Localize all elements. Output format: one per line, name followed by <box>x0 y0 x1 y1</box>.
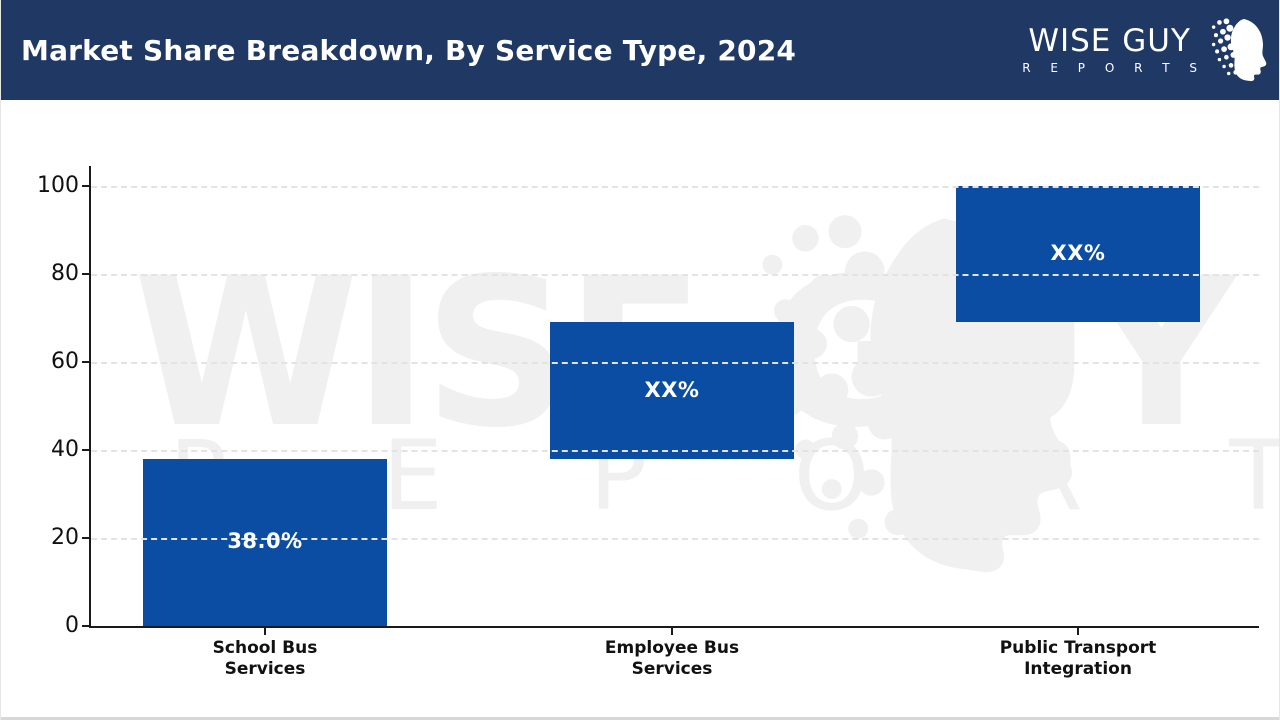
bar-value-label: XX% <box>1050 241 1106 266</box>
gridline <box>91 450 1259 452</box>
y-axis-tick-label: 60 <box>51 349 79 374</box>
y-axis-tick-label: 80 <box>51 261 79 286</box>
x-axis-category-line: Services <box>631 659 713 679</box>
logo-brand-subtitle: R E P O R T S <box>1022 61 1205 75</box>
y-axis-tick-label: 0 <box>65 613 79 638</box>
gridline <box>91 274 1259 276</box>
x-axis-category-line: Employee Bus <box>604 638 740 658</box>
head-profile-icon <box>1211 18 1267 82</box>
gridline <box>91 186 1259 188</box>
y-axis-tick <box>82 185 90 187</box>
bar-segment <box>956 186 1200 323</box>
bottom-edge-bar <box>1 717 1279 720</box>
y-axis-tick <box>82 273 90 275</box>
x-axis-category-line: School Bus <box>212 638 318 658</box>
x-axis-category-label: Employee Bus Services <box>522 638 822 680</box>
chart-title: Market Share Breakdown, By Service Type,… <box>21 33 797 67</box>
header-bar: Market Share Breakdown, By Service Type,… <box>1 0 1279 100</box>
x-axis-tick <box>264 628 266 635</box>
gridline <box>91 362 1259 364</box>
bar-segment <box>550 322 794 459</box>
bar-value-label: 38.0% <box>227 529 303 554</box>
y-axis-tick-label: 20 <box>51 525 79 550</box>
x-axis-line <box>89 626 1259 628</box>
gridline <box>91 538 1259 540</box>
y-axis-line <box>89 166 91 626</box>
logo-text: WISE GUY R E P O R T S <box>1014 24 1205 76</box>
x-axis-category-label: School Bus Services <box>115 638 415 680</box>
x-axis-category-label: Public Transport Integration <box>928 638 1228 680</box>
y-axis-tick <box>82 361 90 363</box>
y-axis-tick <box>82 449 90 451</box>
x-axis-category-line: Services <box>224 659 306 679</box>
y-axis-tick <box>82 537 90 539</box>
x-axis-tick <box>671 628 673 635</box>
logo-brand-name: WISE GUY <box>1028 23 1191 59</box>
wise-guy-logo: WISE GUY R E P O R T S <box>1014 9 1279 91</box>
y-axis-tick-label: 100 <box>37 173 79 198</box>
bar-value-label: XX% <box>644 377 700 402</box>
y-axis-tick <box>82 625 90 627</box>
x-axis-category-line: Public Transport <box>999 638 1157 658</box>
y-axis-tick-label: 40 <box>51 437 79 462</box>
bar-segment <box>143 458 387 626</box>
x-axis-category-line: Integration <box>1024 659 1132 679</box>
x-axis-tick <box>1077 628 1079 635</box>
